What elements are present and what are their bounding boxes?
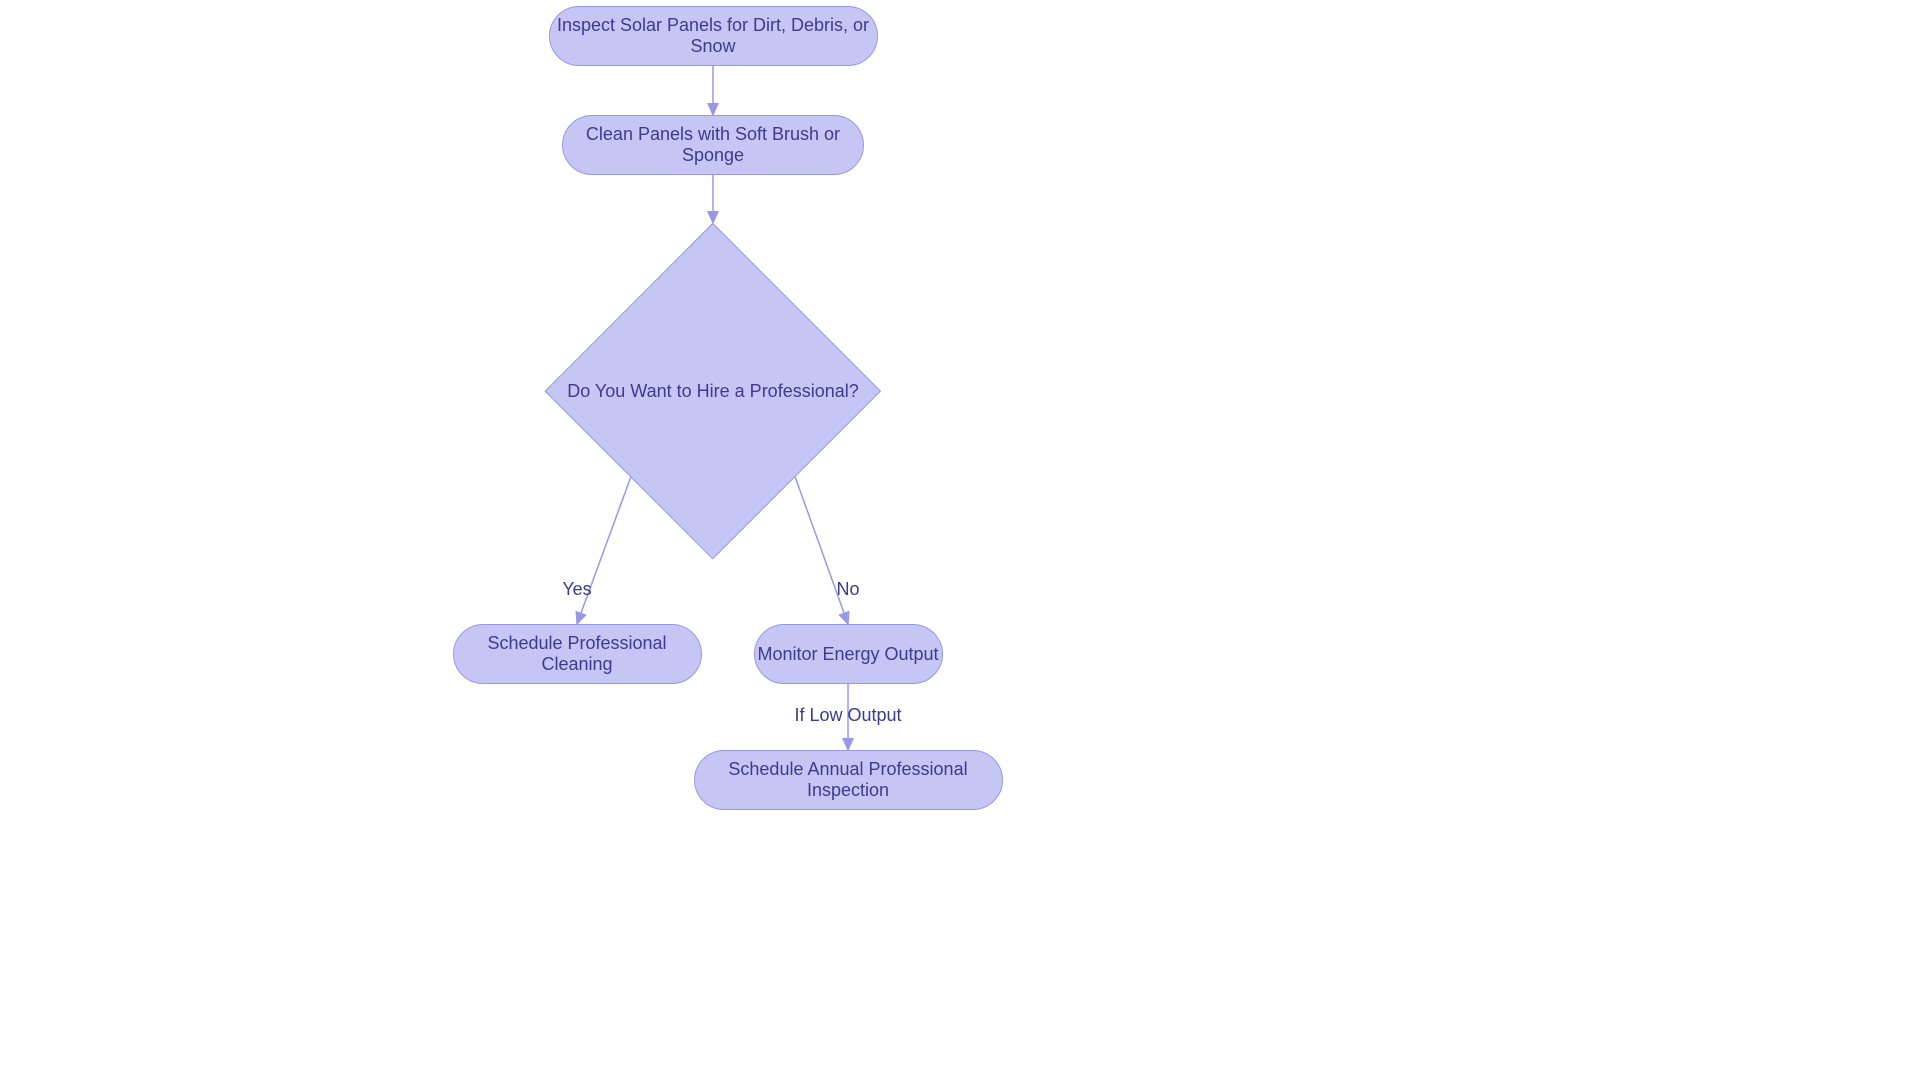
node-clean: Clean Panels with Soft Brush or Sponge — [562, 115, 864, 175]
edge-label-low-output: If Low Output — [768, 705, 928, 726]
node-monitor-label: Monitor Energy Output — [757, 644, 938, 665]
node-annual: Schedule Annual Professional Inspection — [694, 750, 1003, 810]
edge-label-yes: Yes — [497, 579, 657, 600]
node-schedule-clean-label: Schedule Professional Cleaning — [454, 633, 701, 675]
node-decision: Do You Want to Hire a Professional? — [545, 223, 881, 559]
node-clean-label: Clean Panels with Soft Brush or Sponge — [563, 124, 863, 166]
node-schedule-clean: Schedule Professional Cleaning — [453, 624, 702, 684]
node-inspect: Inspect Solar Panels for Dirt, Debris, o… — [549, 6, 878, 66]
edge-label-no: No — [768, 579, 928, 600]
node-annual-label: Schedule Annual Professional Inspection — [695, 759, 1002, 801]
node-monitor: Monitor Energy Output — [754, 624, 943, 684]
flowchart-edges — [0, 0, 1920, 1083]
node-decision-label: Do You Want to Hire a Professional? — [567, 381, 859, 402]
node-inspect-label: Inspect Solar Panels for Dirt, Debris, o… — [550, 15, 877, 57]
